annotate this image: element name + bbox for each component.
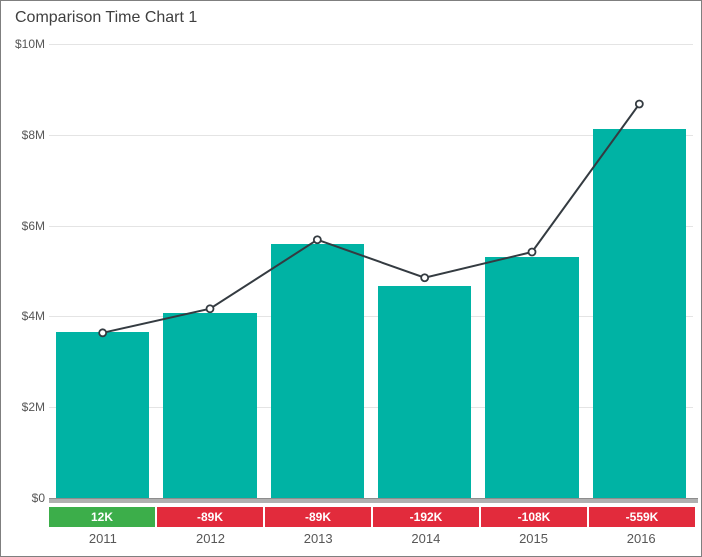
bar-2016[interactable]: [592, 129, 686, 498]
plot-area: $0 $2M $4M $6M $8M $10M: [15, 37, 693, 505]
bar-2011[interactable]: [56, 332, 150, 498]
y-tick-label: $6M: [21, 218, 45, 233]
delta-badge-row: 12K -89K -89K -192K -108K -559K: [49, 507, 695, 527]
x-category-label: 2014: [411, 531, 441, 546]
gridline: [49, 407, 693, 409]
delta-badge-2016: -559K: [589, 507, 695, 527]
y-tick-label: $0: [31, 491, 45, 505]
x-category-label: 2013: [303, 531, 333, 546]
x-category-label: 2015: [519, 531, 548, 546]
line-marker-2013[interactable]: [312, 235, 322, 245]
x-category-label: 2012: [196, 531, 225, 546]
gridline: [49, 44, 693, 45]
x-axis-line: [49, 498, 698, 503]
delta-badge-2012: -89K: [157, 507, 263, 527]
line-path: [102, 103, 641, 334]
line-marker-2015[interactable]: [527, 247, 537, 257]
delta-badge-2011: 12K: [49, 507, 155, 527]
bar-2012[interactable]: [163, 312, 257, 498]
line-marker-2014[interactable]: [420, 273, 430, 283]
chart-title: Comparison Time Chart 1: [15, 9, 198, 26]
y-tick-label: $2M: [21, 400, 45, 415]
bar-2014[interactable]: [378, 286, 472, 498]
gridline: [49, 316, 693, 318]
x-axis-labels: 2011 2012 2013 2014 2015 2016: [49, 531, 695, 547]
bar-2015[interactable]: [485, 256, 579, 498]
line-marker-2012[interactable]: [205, 304, 215, 314]
delta-badge-2014: -192K: [373, 507, 479, 527]
y-tick-label: $10M: [14, 37, 45, 51]
gridline: [49, 225, 693, 227]
gridline: [49, 134, 693, 136]
x-category-label: 2016: [626, 531, 656, 546]
delta-badge-2013: -89K: [265, 507, 371, 527]
y-tick-label: $4M: [21, 309, 45, 324]
line-marker-2016[interactable]: [634, 99, 644, 109]
bar-2013[interactable]: [270, 243, 364, 498]
y-tick-label: $8M: [21, 127, 45, 142]
line-series: [98, 99, 644, 338]
delta-badge-2015: -108K: [481, 507, 587, 527]
line-marker-2011[interactable]: [98, 328, 108, 338]
x-category-label: 2011: [88, 531, 117, 546]
